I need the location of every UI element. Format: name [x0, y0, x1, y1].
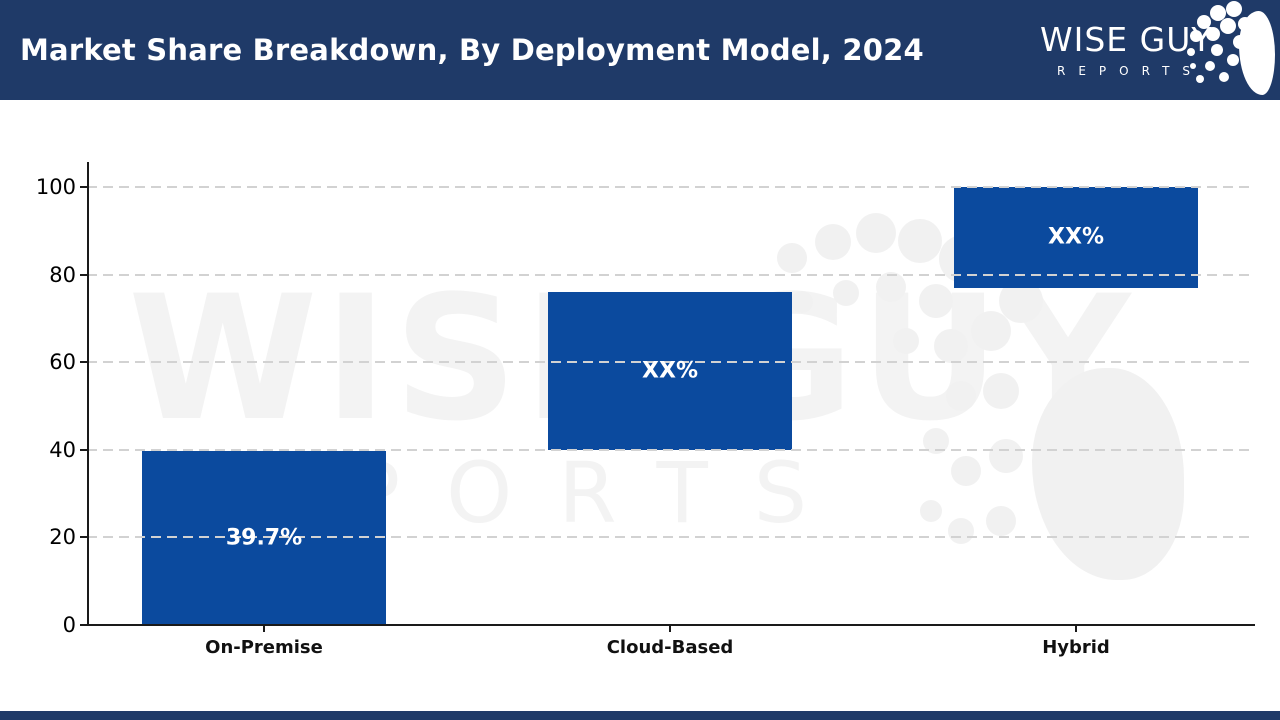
category-label-hybrid: Hybrid: [1042, 637, 1110, 658]
face-dot: [833, 280, 859, 306]
y-tick-label-60: 60: [49, 350, 76, 375]
face-dot: [1210, 5, 1226, 21]
face-dot: [1226, 1, 1242, 17]
face-dot: [1190, 63, 1196, 69]
face-dot: [946, 381, 976, 411]
face-dot: [815, 224, 851, 260]
face-dot: [876, 272, 906, 302]
face-dot: [1197, 15, 1211, 29]
y-axis-line: [87, 162, 89, 626]
face-dot: [856, 213, 896, 253]
bar-hybrid: [954, 187, 1198, 288]
x-tick-mark-cloud-based: [669, 625, 671, 632]
category-label-cloud-based: Cloud-Based: [606, 637, 734, 658]
face-dot: [989, 439, 1023, 473]
watermark-head-shape: [1032, 368, 1184, 580]
face-dot: [986, 506, 1016, 536]
face-dot: [1211, 44, 1223, 56]
x-axis-line: [87, 624, 1255, 626]
face-dot: [1205, 61, 1215, 71]
face-dot: [971, 311, 1011, 351]
footer-band: [0, 711, 1280, 720]
chart-title: Market Share Breakdown, By Deployment Mo…: [20, 33, 924, 67]
y-tick-mark-60: [80, 361, 87, 364]
y-tick-mark-100: [80, 186, 87, 188]
bar-cloud-based: [548, 292, 792, 450]
wiseguy-logo-subtext: REPORTS: [1057, 64, 1204, 78]
face-dot: [777, 243, 807, 273]
face-dot: [1220, 18, 1236, 34]
bar-value-label-hybrid: XX%: [1048, 224, 1104, 250]
y-tick-mark-0: [80, 624, 87, 626]
y-tick-label-40: 40: [49, 437, 76, 462]
header-band: Market Share Breakdown, By Deployment Mo…: [0, 0, 1280, 100]
face-dot: [1227, 54, 1239, 66]
face-dot: [898, 219, 942, 263]
gridline-100: [87, 186, 1255, 188]
face-dot: [1206, 27, 1220, 41]
gridline-20: [87, 536, 1255, 539]
face-dot: [1190, 30, 1202, 42]
face-dot: [1187, 48, 1195, 56]
face-dot: [1196, 75, 1204, 83]
face-dot: [893, 328, 919, 354]
y-tick-mark-80: [80, 273, 87, 276]
bar-value-label-cloud-based: XX%: [642, 358, 698, 384]
y-tick-mark-40: [80, 448, 87, 451]
face-dot: [934, 329, 968, 363]
y-tick-label-20: 20: [49, 525, 76, 550]
x-tick-mark-hybrid: [1075, 625, 1077, 632]
face-dot: [791, 291, 813, 313]
face-dot: [1219, 72, 1229, 82]
y-tick-label-80: 80: [49, 262, 76, 287]
gridline-40: [87, 448, 1255, 451]
y-tick-label-0: 0: [62, 613, 76, 637]
wiseguy-logo-wordmark: WISE GUY: [1040, 20, 1213, 59]
gridline-80: [87, 273, 1255, 276]
face-dot: [983, 373, 1019, 409]
y-tick-mark-20: [80, 536, 87, 539]
face-dot: [920, 500, 942, 522]
face-dot: [919, 284, 953, 318]
bar-value-label-on-premise: 39.7%: [225, 525, 303, 551]
x-tick-mark-on-premise: [263, 625, 265, 632]
gridline-60: [87, 361, 1255, 364]
face-dot: [948, 518, 974, 544]
face-dot: [951, 456, 981, 486]
category-label-on-premise: On-Premise: [205, 637, 323, 658]
y-tick-label-100: 100: [35, 175, 76, 199]
